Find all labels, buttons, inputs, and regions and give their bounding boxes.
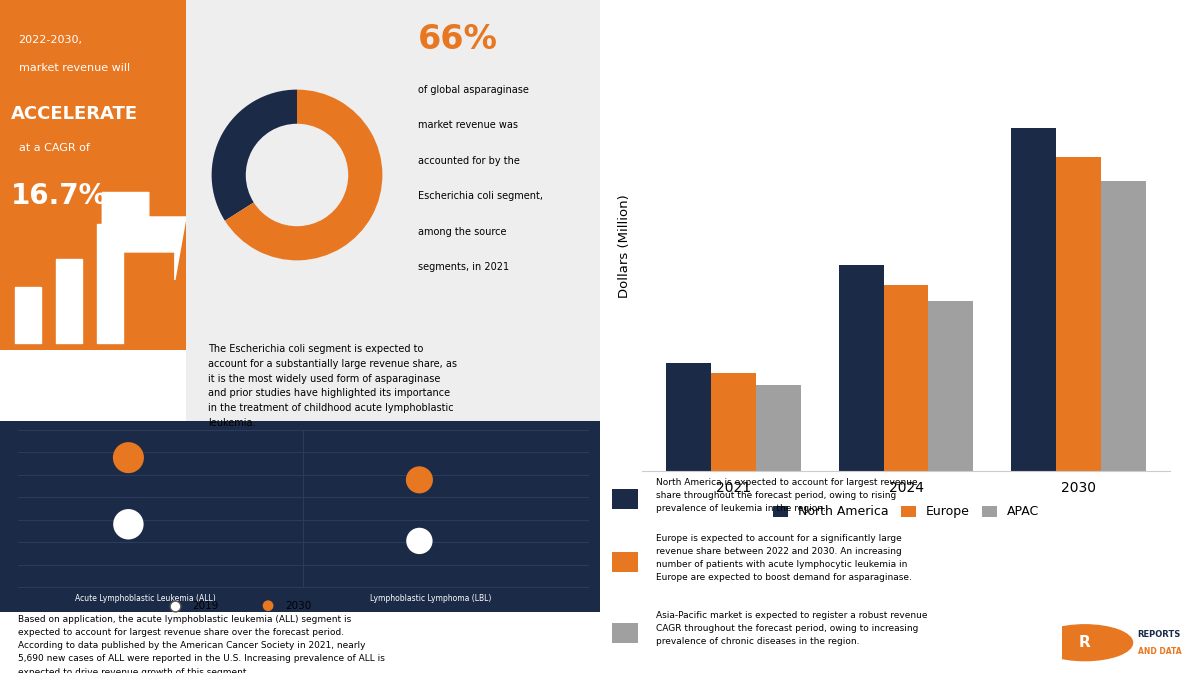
Polygon shape: [55, 259, 82, 343]
Y-axis label: Dollars (Million): Dollars (Million): [618, 194, 631, 297]
Text: The Escherichia coli segment is expected to
account for a substantially large re: The Escherichia coli segment is expected…: [208, 344, 457, 428]
Point: [166, 600, 185, 611]
Bar: [612, 489, 638, 509]
Text: accounted for by the: accounted for by the: [418, 155, 520, 166]
Text: AND DATA: AND DATA: [1138, 647, 1181, 656]
Point: [119, 519, 138, 530]
Wedge shape: [211, 90, 298, 221]
Bar: [1012, 128, 1056, 471]
Bar: [756, 385, 800, 471]
Bar: [1102, 181, 1146, 471]
Bar: [839, 265, 883, 471]
Text: market revenue will: market revenue will: [19, 63, 130, 73]
Text: of global asparaginase: of global asparaginase: [418, 85, 528, 94]
Text: at a CAGR of: at a CAGR of: [19, 143, 90, 153]
Point: [409, 474, 430, 485]
Text: 2030: 2030: [286, 601, 312, 610]
Text: North America is expected to account for largest revenue
share throughout the fo: North America is expected to account for…: [656, 478, 918, 513]
Text: Europe is expected to account for a significantly large
revenue share between 20: Europe is expected to account for a sign…: [656, 534, 912, 582]
Text: 66%: 66%: [418, 23, 498, 56]
Text: 2022-2030,: 2022-2030,: [19, 35, 83, 45]
Point: [119, 452, 138, 463]
Bar: [883, 285, 929, 471]
Bar: [612, 623, 638, 643]
Bar: [710, 373, 756, 471]
Bar: [612, 552, 638, 572]
Circle shape: [1037, 625, 1133, 661]
Text: market revenue was: market revenue was: [418, 120, 517, 130]
Text: among the source: among the source: [418, 227, 506, 237]
Text: REPORTS: REPORTS: [1138, 630, 1181, 639]
Text: Escherichia coli segment,: Escherichia coli segment,: [418, 191, 542, 201]
Point: [409, 536, 430, 546]
Bar: [666, 363, 710, 471]
Legend: North America, Europe, APAC: North America, Europe, APAC: [768, 501, 1044, 524]
Bar: [1056, 157, 1102, 471]
Polygon shape: [14, 287, 41, 343]
Text: Based on application, the acute lymphoblastic leukemia (ALL) segment is
expected: Based on application, the acute lymphobl…: [18, 615, 385, 673]
Point: [258, 600, 277, 611]
Text: Acute Lymphoblastic Leukemia (ALL): Acute Lymphoblastic Leukemia (ALL): [76, 594, 216, 603]
Text: 16.7%: 16.7%: [11, 182, 108, 210]
Text: R: R: [1079, 635, 1091, 650]
Polygon shape: [102, 192, 186, 280]
Text: ACCELERATE: ACCELERATE: [11, 105, 138, 123]
Text: Lymphoblastic Lymphoma (LBL): Lymphoblastic Lymphoma (LBL): [371, 594, 492, 603]
Wedge shape: [224, 90, 383, 260]
Polygon shape: [97, 224, 122, 343]
Text: 2019: 2019: [192, 601, 218, 610]
Text: Asia-Pacific market is expected to register a robust revenue
CAGR throughout the: Asia-Pacific market is expected to regis…: [656, 611, 928, 646]
Text: segments, in 2021: segments, in 2021: [418, 262, 509, 272]
Bar: [929, 301, 973, 471]
